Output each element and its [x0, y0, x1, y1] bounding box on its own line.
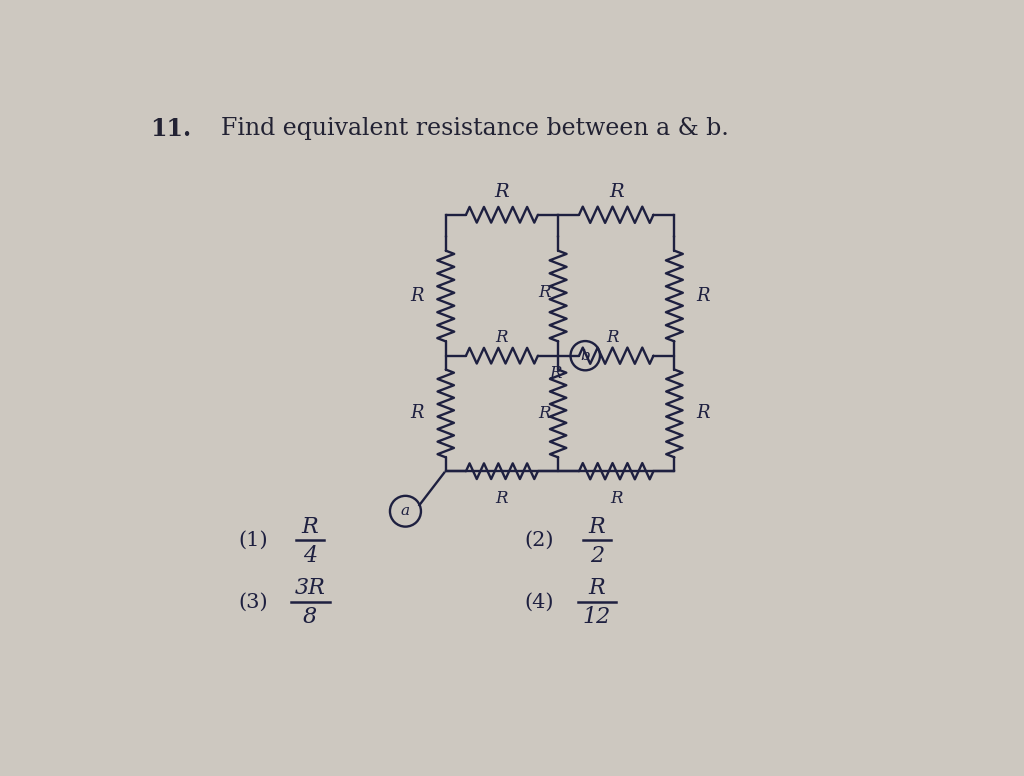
- Text: R: R: [538, 405, 550, 422]
- Text: R: R: [589, 577, 605, 599]
- Text: R: R: [550, 365, 562, 382]
- Text: R: R: [496, 330, 508, 346]
- Text: R: R: [302, 515, 318, 538]
- Text: 11.: 11.: [150, 117, 190, 141]
- Text: R: R: [589, 515, 605, 538]
- Text: 2: 2: [590, 545, 604, 567]
- Text: R: R: [538, 284, 550, 300]
- Text: (2): (2): [524, 531, 554, 550]
- Text: 12: 12: [583, 607, 611, 629]
- Text: 4: 4: [303, 545, 317, 567]
- Text: 8: 8: [303, 607, 317, 629]
- Text: (3): (3): [238, 593, 267, 611]
- Text: R: R: [606, 330, 618, 346]
- Text: R: R: [610, 490, 623, 508]
- Text: Find equivalent resistance between a & b.: Find equivalent resistance between a & b…: [221, 117, 729, 140]
- Text: R: R: [696, 287, 710, 305]
- Text: R: R: [496, 490, 508, 508]
- Text: R: R: [411, 404, 424, 422]
- Text: b: b: [581, 348, 590, 362]
- Text: R: R: [495, 183, 509, 201]
- Text: 3R: 3R: [295, 577, 326, 599]
- Text: (1): (1): [238, 531, 267, 550]
- Text: a: a: [400, 504, 410, 518]
- Text: R: R: [696, 404, 710, 422]
- Text: R: R: [411, 287, 424, 305]
- Text: R: R: [609, 183, 624, 201]
- Text: (4): (4): [524, 593, 554, 611]
